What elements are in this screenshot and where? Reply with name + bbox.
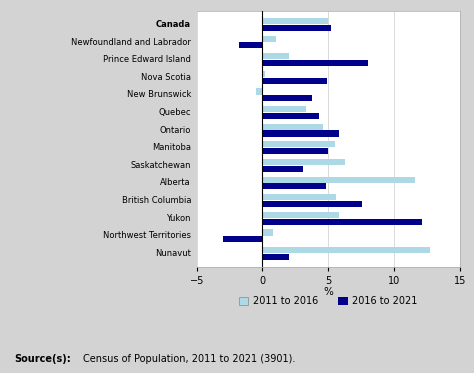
Bar	[263, 78, 327, 84]
Text: British Columbia: British Columbia	[121, 196, 191, 205]
Legend: 2011 to 2016, 2016 to 2021: 2011 to 2016, 2016 to 2021	[235, 292, 422, 310]
Bar	[263, 254, 289, 260]
Bar	[263, 25, 331, 31]
Bar	[263, 131, 339, 137]
Bar	[263, 106, 306, 112]
Bar	[263, 247, 429, 253]
Text: Northwest Territories: Northwest Territories	[103, 231, 191, 240]
Bar	[223, 236, 263, 242]
Bar	[263, 176, 415, 183]
Bar	[263, 71, 265, 77]
Bar	[263, 212, 339, 218]
Text: Ontario: Ontario	[160, 126, 191, 135]
Text: Census of Population, 2011 to 2021 (3901).: Census of Population, 2011 to 2021 (3901…	[83, 354, 295, 364]
Bar	[263, 194, 336, 200]
Bar	[263, 159, 346, 165]
Text: Newfoundland and Labrador: Newfoundland and Labrador	[71, 38, 191, 47]
Text: Yukon: Yukon	[166, 214, 191, 223]
Bar	[263, 183, 326, 189]
Text: Prince Edward Island: Prince Edward Island	[103, 55, 191, 64]
Bar	[263, 201, 363, 207]
Bar	[263, 18, 328, 24]
Text: Nunavut: Nunavut	[155, 249, 191, 258]
Bar	[263, 141, 335, 147]
Bar	[263, 53, 289, 59]
Bar	[263, 95, 312, 101]
Text: Manitoba: Manitoba	[152, 143, 191, 152]
Bar	[263, 35, 275, 42]
X-axis label: %: %	[323, 287, 333, 297]
Bar	[263, 229, 273, 236]
Text: Canada: Canada	[156, 20, 191, 29]
Bar	[263, 113, 319, 119]
Bar	[263, 124, 323, 130]
Bar	[263, 166, 303, 172]
Bar	[239, 42, 263, 48]
Text: New Brunswick: New Brunswick	[127, 90, 191, 99]
Bar	[263, 60, 368, 66]
Text: Quebec: Quebec	[158, 108, 191, 117]
Text: Nova Scotia: Nova Scotia	[141, 73, 191, 82]
Bar	[263, 148, 328, 154]
Text: Source(s):: Source(s):	[14, 354, 71, 364]
Bar	[263, 219, 422, 225]
Text: Saskatchewan: Saskatchewan	[130, 161, 191, 170]
Bar	[256, 88, 263, 95]
Text: Alberta: Alberta	[160, 179, 191, 188]
